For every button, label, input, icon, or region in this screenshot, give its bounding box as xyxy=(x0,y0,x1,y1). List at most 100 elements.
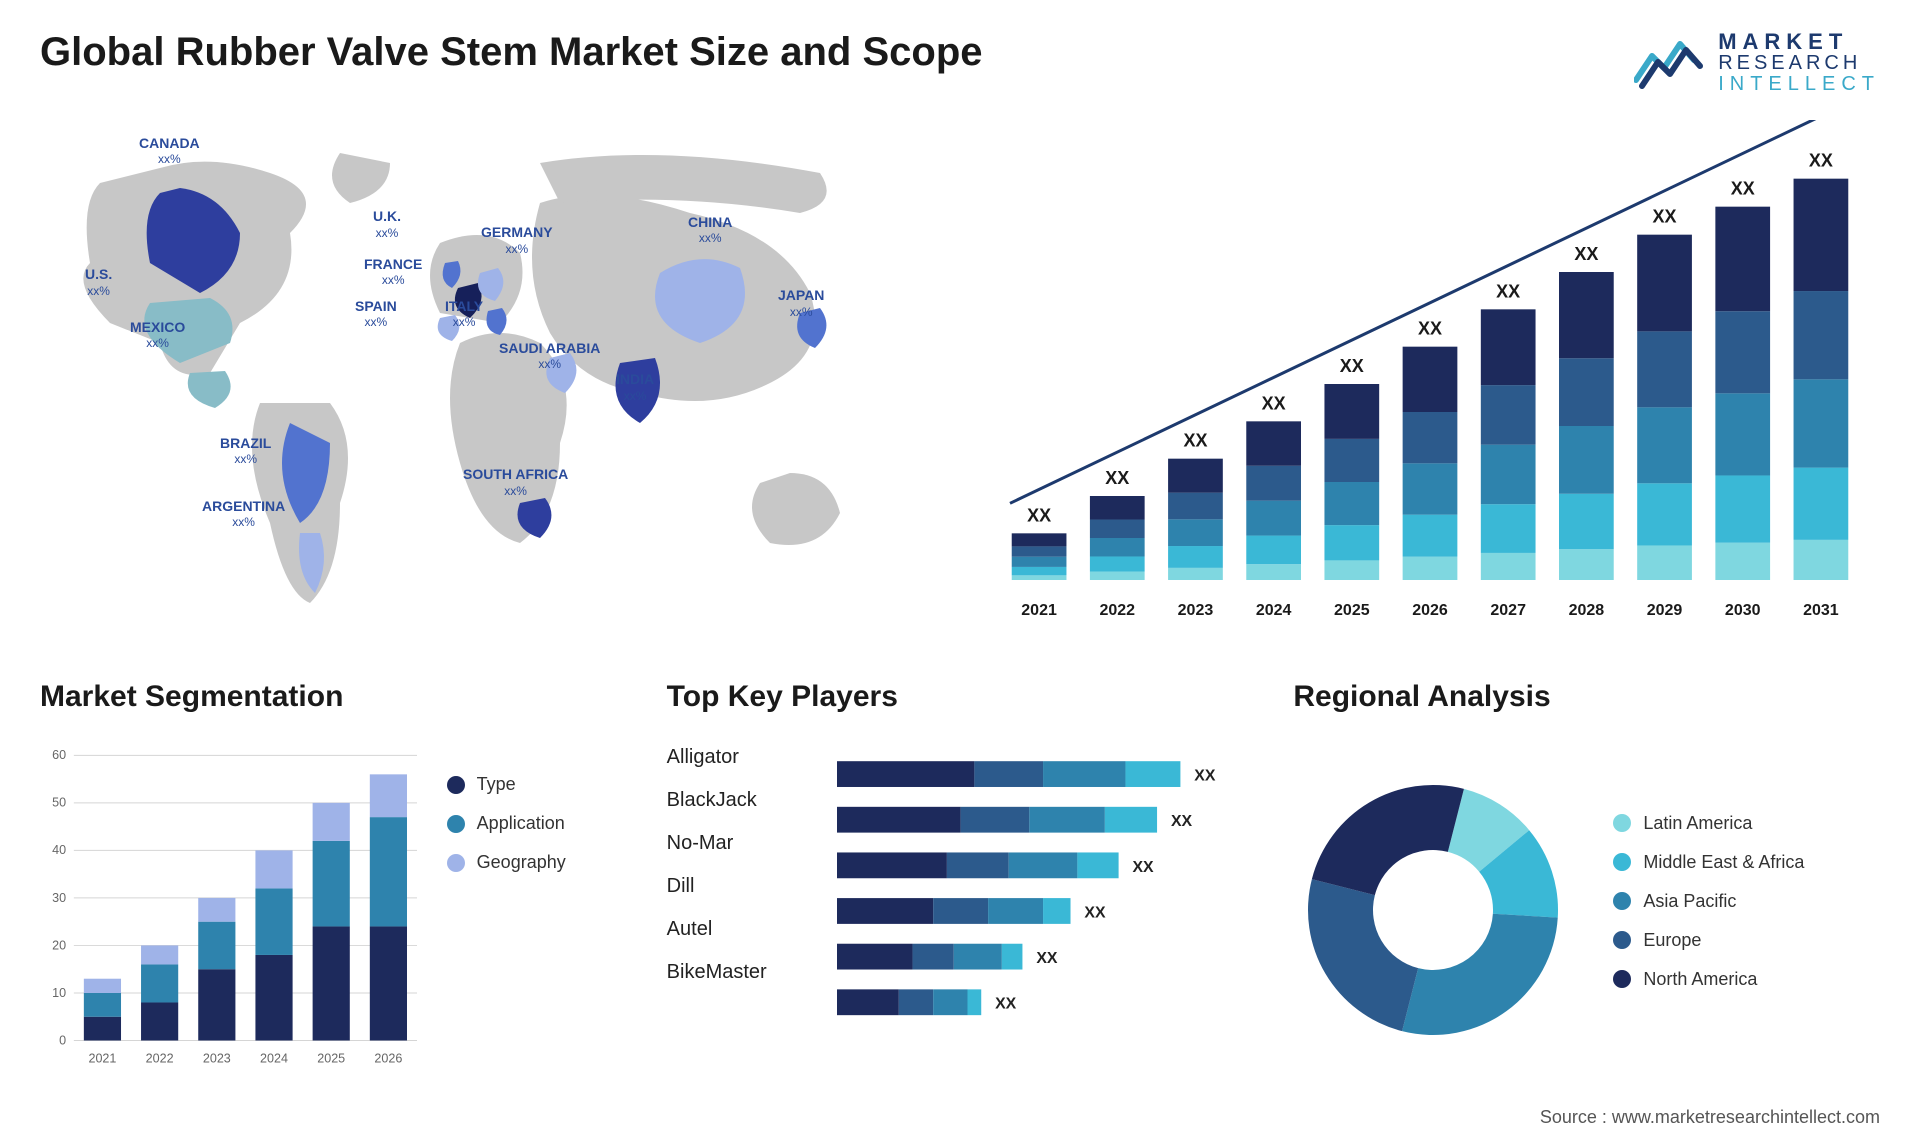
logo-line2: RESEARCH xyxy=(1718,53,1880,74)
segmentation-title: Market Segmentation xyxy=(40,680,627,714)
logo-line3: INTELLECT xyxy=(1718,74,1880,95)
legend-dot-icon xyxy=(1613,853,1631,871)
header: Global Rubber Valve Stem Market Size and… xyxy=(40,30,1880,95)
legend-label: Geography xyxy=(477,852,566,873)
key-players-bars: XX XX XX XX XX XX xyxy=(837,734,1254,1086)
map-label: ARGENTINAxx% xyxy=(202,499,285,530)
svg-text:2024: 2024 xyxy=(1256,602,1292,619)
svg-text:2025: 2025 xyxy=(317,1052,345,1066)
player-name: No-Mar xyxy=(667,832,817,855)
legend-item: Middle East & Africa xyxy=(1613,852,1880,873)
growth-chart-panel: 2021202220232024202520262027202820292030… xyxy=(980,120,1880,646)
svg-text:2026: 2026 xyxy=(1412,602,1448,619)
map-label: MEXICOxx% xyxy=(130,320,185,351)
legend-item: Geography xyxy=(447,852,627,873)
svg-text:XX: XX xyxy=(1036,950,1058,967)
legend-item: Application xyxy=(447,813,627,834)
map-label: JAPANxx% xyxy=(778,288,824,319)
legend-label: Asia Pacific xyxy=(1643,891,1736,912)
svg-text:0: 0 xyxy=(59,1033,66,1047)
svg-text:XX: XX xyxy=(1105,468,1129,488)
regional-title: Regional Analysis xyxy=(1293,680,1880,714)
map-label: GERMANYxx% xyxy=(481,225,553,256)
svg-text:20: 20 xyxy=(52,938,66,952)
svg-text:30: 30 xyxy=(52,891,66,905)
svg-text:2022: 2022 xyxy=(1099,602,1135,619)
top-row: CANADAxx% U.S.xx% MEXICOxx% BRAZILxx% ARGENT… xyxy=(40,120,1880,646)
brand-logo: MARKET RESEARCH INTELLECT xyxy=(1634,30,1880,95)
map-label: SAUDI ARABIAxx% xyxy=(499,341,600,372)
segmentation-panel: Market Segmentation 01020304050602021202… xyxy=(40,680,627,1086)
logo-line1: MARKET xyxy=(1718,30,1880,53)
legend-dot-icon xyxy=(447,854,465,872)
legend-dot-icon xyxy=(1613,970,1631,988)
svg-text:XX: XX xyxy=(1731,179,1755,199)
svg-text:XX: XX xyxy=(1574,244,1598,264)
map-label: CANADAxx% xyxy=(139,136,200,167)
player-name: Alligator xyxy=(667,746,817,769)
svg-text:2029: 2029 xyxy=(1647,602,1683,619)
legend-dot-icon xyxy=(1613,892,1631,910)
legend-item: Asia Pacific xyxy=(1613,891,1880,912)
svg-text:2028: 2028 xyxy=(1569,602,1605,619)
map-label: BRAZILxx% xyxy=(220,436,271,467)
svg-text:XX: XX xyxy=(1183,431,1207,451)
legend-dot-icon xyxy=(447,815,465,833)
svg-text:XX: XX xyxy=(995,996,1017,1013)
legend-label: Europe xyxy=(1643,930,1701,951)
svg-text:40: 40 xyxy=(52,843,66,857)
svg-text:10: 10 xyxy=(52,986,66,1000)
source-text: Source : www.marketresearchintellect.com xyxy=(1540,1107,1880,1128)
svg-text:2021: 2021 xyxy=(88,1052,116,1066)
svg-text:2031: 2031 xyxy=(1803,602,1839,619)
svg-text:XX: XX xyxy=(1084,904,1106,921)
world-map xyxy=(40,120,940,646)
svg-text:2026: 2026 xyxy=(374,1052,402,1066)
key-players-title: Top Key Players xyxy=(667,680,1254,714)
player-name: BikeMaster xyxy=(667,961,817,984)
map-label: U.K.xx% xyxy=(373,209,401,240)
svg-text:XX: XX xyxy=(1340,356,1364,376)
svg-text:XX: XX xyxy=(1171,813,1193,830)
legend-item: North America xyxy=(1613,969,1880,990)
svg-text:XX: XX xyxy=(1418,319,1442,339)
svg-text:2021: 2021 xyxy=(1021,602,1057,619)
svg-text:XX: XX xyxy=(1653,207,1677,227)
legend-item: Europe xyxy=(1613,930,1880,951)
map-label: CHINAxx% xyxy=(688,215,732,246)
player-name: BlackJack xyxy=(667,789,817,812)
player-name: Dill xyxy=(667,875,817,898)
legend-dot-icon xyxy=(447,776,465,794)
bottom-row: Market Segmentation 01020304050602021202… xyxy=(40,680,1880,1086)
legend-label: Middle East & Africa xyxy=(1643,852,1804,873)
map-label: U.S.xx% xyxy=(85,267,112,298)
svg-text:XX: XX xyxy=(1194,768,1216,785)
map-label: SPAINxx% xyxy=(355,299,397,330)
map-label: INDIAxx% xyxy=(616,372,654,403)
svg-text:2027: 2027 xyxy=(1490,602,1526,619)
map-label: ITALYxx% xyxy=(445,299,483,330)
svg-text:XX: XX xyxy=(1262,393,1286,413)
svg-text:2023: 2023 xyxy=(203,1052,231,1066)
svg-text:XX: XX xyxy=(1496,281,1520,301)
player-name: Autel xyxy=(667,918,817,941)
growth-bar-chart: 2021202220232024202520262027202820292030… xyxy=(980,120,1880,640)
regional-legend: Latin America Middle East & Africa Asia Pa… xyxy=(1593,813,1880,1008)
svg-text:2022: 2022 xyxy=(146,1052,174,1066)
svg-text:2025: 2025 xyxy=(1334,602,1370,619)
logo-mark-icon xyxy=(1634,36,1704,90)
regional-panel: Regional Analysis Latin America Middle Ea… xyxy=(1293,680,1880,1086)
svg-text:XX: XX xyxy=(1132,859,1154,876)
world-map-panel: CANADAxx% U.S.xx% MEXICOxx% BRAZILxx% ARGENT… xyxy=(40,120,940,646)
legend-label: North America xyxy=(1643,969,1757,990)
legend-dot-icon xyxy=(1613,931,1631,949)
legend-dot-icon xyxy=(1613,814,1631,832)
svg-text:2024: 2024 xyxy=(260,1052,288,1066)
legend-item: Latin America xyxy=(1613,813,1880,834)
svg-text:2030: 2030 xyxy=(1725,602,1761,619)
map-label: FRANCExx% xyxy=(364,257,422,288)
legend-label: Application xyxy=(477,813,565,834)
legend-label: Type xyxy=(477,774,516,795)
regional-donut xyxy=(1293,770,1573,1050)
segmentation-chart: 0102030405060202120222023202420252026 xyxy=(40,734,427,1086)
